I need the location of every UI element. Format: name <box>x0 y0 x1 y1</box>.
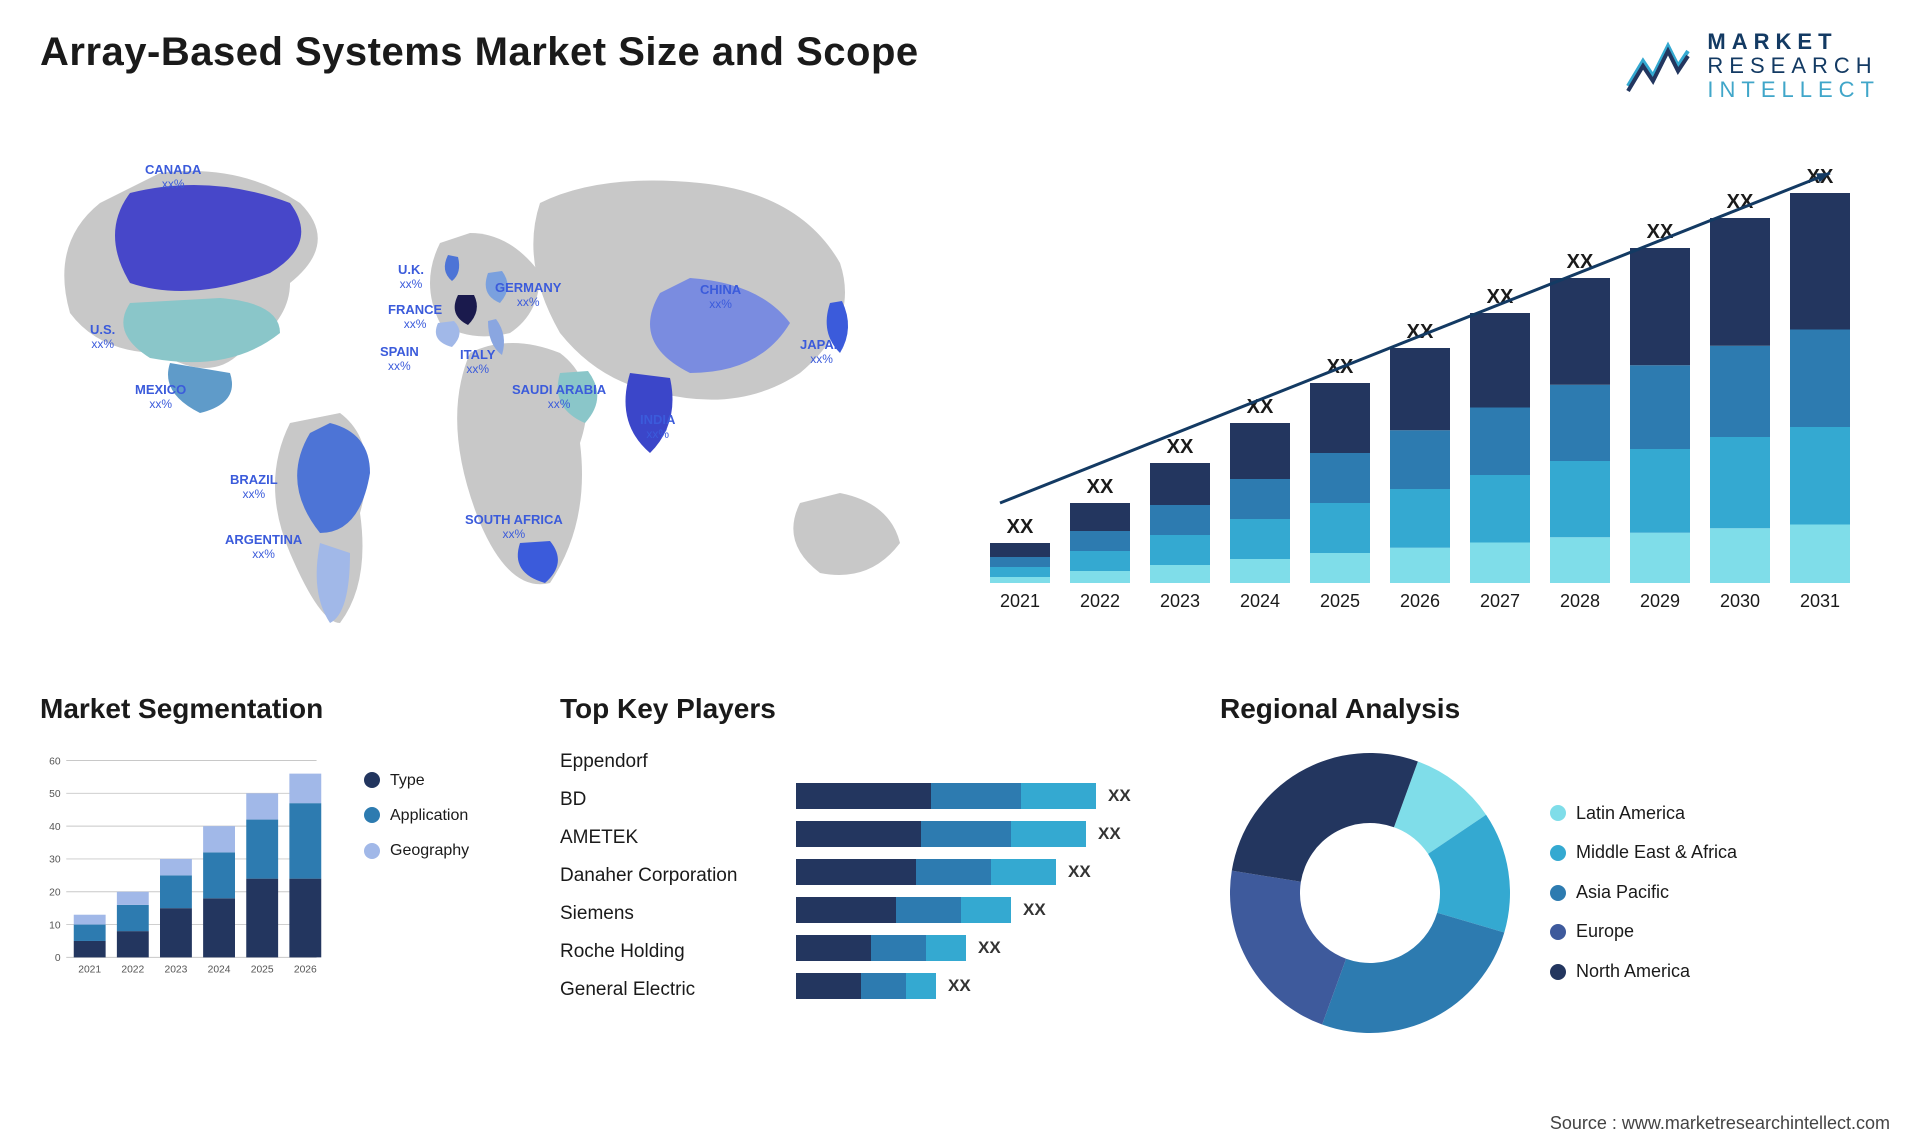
map-label: SOUTH AFRICAxx% <box>465 513 563 542</box>
player-bar-row: XX <box>796 821 1180 847</box>
player-name: General Electric <box>560 971 780 1009</box>
map-label: GERMANYxx% <box>495 281 561 310</box>
player-value: XX <box>1098 824 1121 844</box>
logo-line3: INTELLECT <box>1707 78 1880 102</box>
svg-text:2022: 2022 <box>1080 591 1120 611</box>
regional-donut <box>1220 743 1520 1043</box>
map-label: CANADAxx% <box>145 163 201 192</box>
logo-line1: MARKET <box>1707 30 1880 54</box>
player-bars-list: XX XX XX XX XX XX <box>796 745 1180 1009</box>
player-bar-row: XX <box>796 973 1180 999</box>
map-label: SAUDI ARABIAxx% <box>512 383 606 412</box>
svg-text:2029: 2029 <box>1640 591 1680 611</box>
segmentation-title: Market Segmentation <box>40 693 520 725</box>
player-value: XX <box>1108 786 1131 806</box>
svg-text:2022: 2022 <box>121 964 144 975</box>
svg-text:2023: 2023 <box>1160 591 1200 611</box>
player-name: Roche Holding <box>560 933 780 971</box>
map-label: FRANCExx% <box>388 303 442 332</box>
player-name: BD <box>560 781 780 819</box>
player-bar-row: XX <box>796 935 1180 961</box>
svg-text:2025: 2025 <box>251 964 274 975</box>
svg-text:XX: XX <box>1167 436 1194 458</box>
svg-text:2027: 2027 <box>1480 591 1520 611</box>
svg-text:30: 30 <box>49 854 61 865</box>
map-label: JAPANxx% <box>800 338 843 367</box>
legend-item: Type <box>364 763 469 798</box>
legend-item: Latin America <box>1550 794 1737 834</box>
legend-item: Asia Pacific <box>1550 873 1737 913</box>
player-name: AMETEK <box>560 819 780 857</box>
svg-text:60: 60 <box>49 756 61 767</box>
player-bar-row: XX <box>796 859 1180 885</box>
forecast-chart: XX2021XX2022XX2023XX2024XX2025XX2026XX20… <box>960 123 1880 663</box>
svg-text:40: 40 <box>49 821 61 832</box>
player-names-list: EppendorfBDAMETEKDanaher CorporationSiem… <box>560 743 780 1009</box>
legend-item: Application <box>364 798 469 833</box>
svg-text:10: 10 <box>49 920 61 931</box>
player-value: XX <box>978 938 1001 958</box>
player-name: Danaher Corporation <box>560 857 780 895</box>
player-name: Eppendorf <box>560 743 780 781</box>
logo-line2: RESEARCH <box>1707 54 1880 78</box>
legend-item: Middle East & Africa <box>1550 833 1737 873</box>
map-label: U.S.xx% <box>90 323 115 352</box>
key-players-title: Top Key Players <box>560 693 1180 725</box>
map-label: BRAZILxx% <box>230 473 278 502</box>
map-label: INDIAxx% <box>640 413 675 442</box>
svg-text:2030: 2030 <box>1720 591 1760 611</box>
svg-text:XX: XX <box>1007 516 1034 538</box>
player-value: XX <box>1023 900 1046 920</box>
svg-text:2031: 2031 <box>1800 591 1840 611</box>
page-title: Array-Based Systems Market Size and Scop… <box>40 30 919 75</box>
map-label: U.K.xx% <box>398 263 424 292</box>
svg-text:2024: 2024 <box>1240 591 1280 611</box>
svg-text:2021: 2021 <box>78 964 101 975</box>
world-map-panel: CANADAxx% U.S.xx% MEXICOxx% BRAZILxx% ARGENT… <box>40 123 940 663</box>
player-value: XX <box>948 976 971 996</box>
player-bar-row: XX <box>796 897 1180 923</box>
map-label: SPAINxx% <box>380 345 419 374</box>
svg-text:2025: 2025 <box>1320 591 1360 611</box>
svg-text:2023: 2023 <box>164 964 187 975</box>
map-label: CHINAxx% <box>700 283 741 312</box>
svg-text:XX: XX <box>1087 476 1114 498</box>
svg-text:2026: 2026 <box>1400 591 1440 611</box>
map-label: MEXICOxx% <box>135 383 186 412</box>
player-value: XX <box>1068 862 1091 882</box>
regional-panel: Regional Analysis Latin AmericaMiddle Ea… <box>1220 693 1880 1043</box>
key-players-panel: Top Key Players EppendorfBDAMETEKDanaher… <box>560 693 1180 1043</box>
logo-icon <box>1623 36 1693 96</box>
svg-text:2028: 2028 <box>1560 591 1600 611</box>
regional-legend: Latin AmericaMiddle East & AfricaAsia Pa… <box>1550 794 1737 992</box>
brand-logo: MARKET RESEARCH INTELLECT <box>1623 30 1880 103</box>
segmentation-chart: 0 10 20 30 40 50 60 2021 2022 2023 2024 2025 2026 <box>40 743 340 1003</box>
svg-text:0: 0 <box>55 953 61 964</box>
svg-text:2024: 2024 <box>208 964 231 975</box>
legend-item: Geography <box>364 833 469 868</box>
svg-text:20: 20 <box>49 887 61 898</box>
segmentation-legend: TypeApplicationGeography <box>364 763 469 1003</box>
svg-text:50: 50 <box>49 789 61 800</box>
map-label: ITALYxx% <box>460 348 495 377</box>
source-label: Source : www.marketresearchintellect.com <box>1550 1113 1890 1134</box>
segmentation-panel: Market Segmentation 0 10 20 30 40 50 60 2021 202… <box>40 693 520 1043</box>
player-bar-row <box>796 745 1180 771</box>
legend-item: Europe <box>1550 912 1737 952</box>
legend-item: North America <box>1550 952 1737 992</box>
player-name: Siemens <box>560 895 780 933</box>
svg-text:2021: 2021 <box>1000 591 1040 611</box>
map-label: ARGENTINAxx% <box>225 533 302 562</box>
svg-text:2026: 2026 <box>294 964 317 975</box>
player-bar-row: XX <box>796 783 1180 809</box>
regional-title: Regional Analysis <box>1220 693 1880 725</box>
